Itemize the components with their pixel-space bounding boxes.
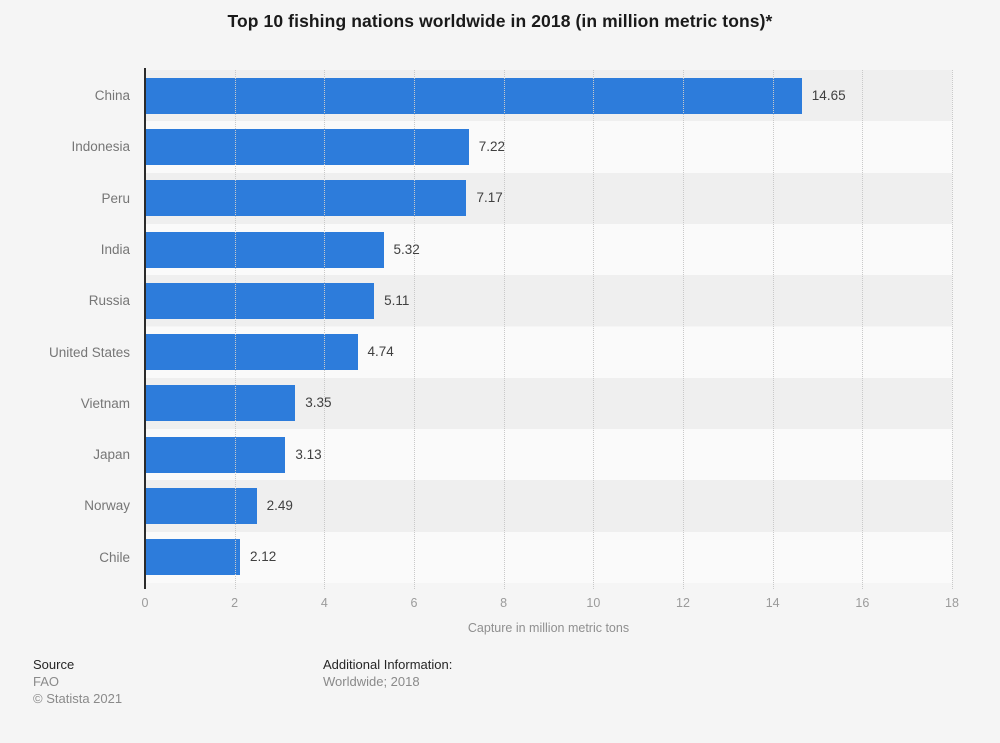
bar-peru: [145, 180, 467, 217]
gridline: [593, 70, 595, 589]
x-tick-label: 10: [586, 596, 601, 610]
bar-russia: [145, 282, 375, 319]
x-tick-label: 8: [500, 596, 508, 610]
category-label-india: India: [100, 241, 130, 257]
source-block: Source FAO © Statista 2021: [33, 656, 122, 707]
value-label: 3.35: [305, 395, 332, 411]
additional-info-label: Additional Information:: [323, 657, 453, 672]
value-label: 3.13: [295, 446, 322, 462]
category-label-indonesia: Indonesia: [71, 139, 130, 155]
value-label: 7.17: [476, 190, 503, 206]
bar-norway: [145, 488, 257, 525]
x-tick-label: 12: [676, 596, 690, 610]
copyright-notice: © Statista 2021: [33, 691, 123, 706]
bar-chile: [145, 539, 241, 576]
bar-japan: [145, 436, 286, 473]
category-label-norway: Norway: [84, 498, 130, 514]
additional-info-value: Worldwide; 2018: [323, 674, 420, 689]
bar-china: [145, 77, 802, 114]
value-label: 2.12: [250, 549, 277, 565]
bar-indonesia: [145, 128, 469, 165]
additional-info-block: Additional Information: Worldwide; 2018: [323, 656, 452, 690]
value-label: 14.65: [811, 87, 846, 103]
y-axis-line: [144, 68, 146, 589]
x-axis-title: Capture in million metric tons: [467, 621, 630, 635]
gridline: [324, 70, 326, 589]
source-value: FAO: [33, 674, 60, 689]
value-label: 4.74: [367, 344, 394, 360]
category-label-russia: Russia: [88, 293, 130, 309]
value-label: 5.11: [384, 292, 410, 308]
row-stripe: [145, 480, 952, 532]
gridline: [683, 70, 684, 589]
category-label-china: China: [94, 88, 130, 103]
bar-vietnam: [145, 385, 296, 422]
x-tick-label: 0: [141, 596, 149, 610]
x-tick-label: 14: [765, 596, 780, 610]
gridline: [772, 70, 774, 589]
x-tick-label: 2: [231, 596, 239, 610]
value-label: 7.22: [478, 138, 505, 154]
x-tick-label: 18: [945, 596, 959, 610]
gridline: [234, 70, 236, 589]
plot-area: 14.65 7.22 7.17 5.32 5.11 4.74 3.35 3.13 2.49 2.1…: [145, 70, 953, 589]
bar-india: [145, 231, 384, 268]
chart-title: Top 10 fishing nations worldwide in 2018…: [227, 11, 773, 31]
gridline: [414, 70, 415, 589]
value-label: 5.32: [393, 241, 420, 257]
bar-united-states: [145, 334, 358, 371]
source-label: Source: [33, 657, 75, 672]
x-tick-label: 6: [410, 596, 418, 610]
category-label-vietnam: Vietnam: [80, 395, 130, 411]
x-tick-label: 4: [320, 596, 328, 610]
category-label-united-states: United States: [48, 344, 130, 360]
category-label-japan: Japan: [93, 447, 130, 463]
row-stripe: [145, 531, 952, 583]
gridline: [952, 70, 953, 589]
category-label-peru: Peru: [101, 190, 130, 206]
value-label: 2.49: [266, 498, 293, 514]
gridline: [862, 70, 864, 589]
x-tick-label: 16: [855, 596, 870, 610]
category-label-chile: Chile: [99, 549, 130, 565]
gridline: [503, 70, 505, 589]
